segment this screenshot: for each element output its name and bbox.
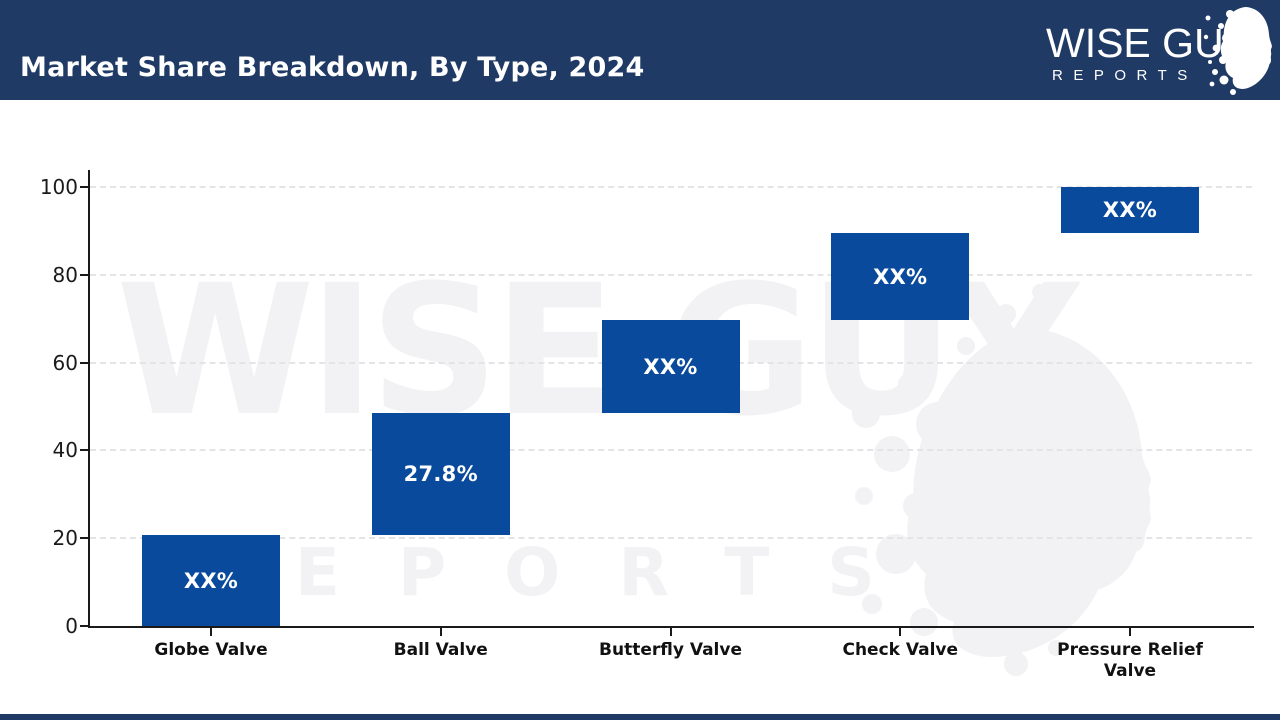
bottom-bar xyxy=(0,714,1280,720)
wise-guy-face-icon xyxy=(1203,7,1272,95)
y-axis-line xyxy=(88,170,90,628)
y-axis-tick xyxy=(80,186,88,188)
y-axis-tick xyxy=(80,625,88,627)
y-axis-tick-label: 100 xyxy=(39,175,78,199)
gridline xyxy=(90,186,1252,188)
gridline xyxy=(90,537,1252,540)
x-axis-category-label: Globe Valve xyxy=(154,640,268,660)
y-axis-tick-label: 80 xyxy=(52,262,78,287)
bar: XX% xyxy=(831,233,970,321)
y-axis-tick-label: 0 xyxy=(65,614,78,638)
logo-line1: WISE GUY xyxy=(1046,20,1251,66)
x-axis-category-label: Butterfly Valve xyxy=(599,640,742,660)
y-axis-tick xyxy=(80,273,88,276)
bar-value-label: XX% xyxy=(1102,198,1158,223)
bar: XX% xyxy=(1061,187,1199,234)
x-axis-tick xyxy=(899,628,902,636)
watermark-face-graphic xyxy=(852,281,1151,676)
y-axis-tick xyxy=(80,361,88,364)
x-axis-line xyxy=(88,626,1254,628)
bar: XX% xyxy=(142,535,280,626)
bar-value-label: XX% xyxy=(873,264,928,289)
plot-area: 0 20 40 60 80 100 XX% Globe Valve 27.8% Ball Valv… xyxy=(0,100,1280,714)
watermark-text-line2: REPORTS xyxy=(186,534,933,611)
wise-guy-logo: WISE GUY REPORTS xyxy=(1046,7,1272,95)
y-axis-tick-label: 40 xyxy=(52,438,78,463)
x-axis-category-label: Check Valve xyxy=(842,640,959,660)
y-axis-tick xyxy=(80,449,88,452)
gridline xyxy=(90,273,1252,276)
x-axis-category-label: Pressure Relief Valve xyxy=(1057,640,1203,682)
bar: 27.8% xyxy=(371,413,510,536)
y-axis-tick-label: 60 xyxy=(52,350,78,375)
x-axis-tick xyxy=(1129,628,1131,636)
gridline xyxy=(90,449,1252,452)
page-title: Market Share Breakdown, By Type, 2024 xyxy=(20,52,645,84)
x-axis-tick xyxy=(669,628,672,636)
x-axis-tick xyxy=(439,628,442,636)
y-axis-tick-label: 20 xyxy=(52,526,78,551)
x-axis-tick xyxy=(210,628,212,636)
y-axis-tick xyxy=(80,537,88,540)
bar-value-label: XX% xyxy=(643,354,698,379)
x-axis-category-label: Ball Valve xyxy=(393,640,488,660)
chart-container: WISE GUY REPORTS 0 20 40 60 80 100 XX% Globe Va… xyxy=(0,100,1280,714)
bar-value-label: XX% xyxy=(183,568,239,593)
bar-value-label: 27.8% xyxy=(403,462,478,487)
header: Market Share Breakdown, By Type, 2024 WI… xyxy=(0,0,1280,100)
bar: XX% xyxy=(601,320,740,414)
logo-line2: REPORTS xyxy=(1052,67,1198,84)
